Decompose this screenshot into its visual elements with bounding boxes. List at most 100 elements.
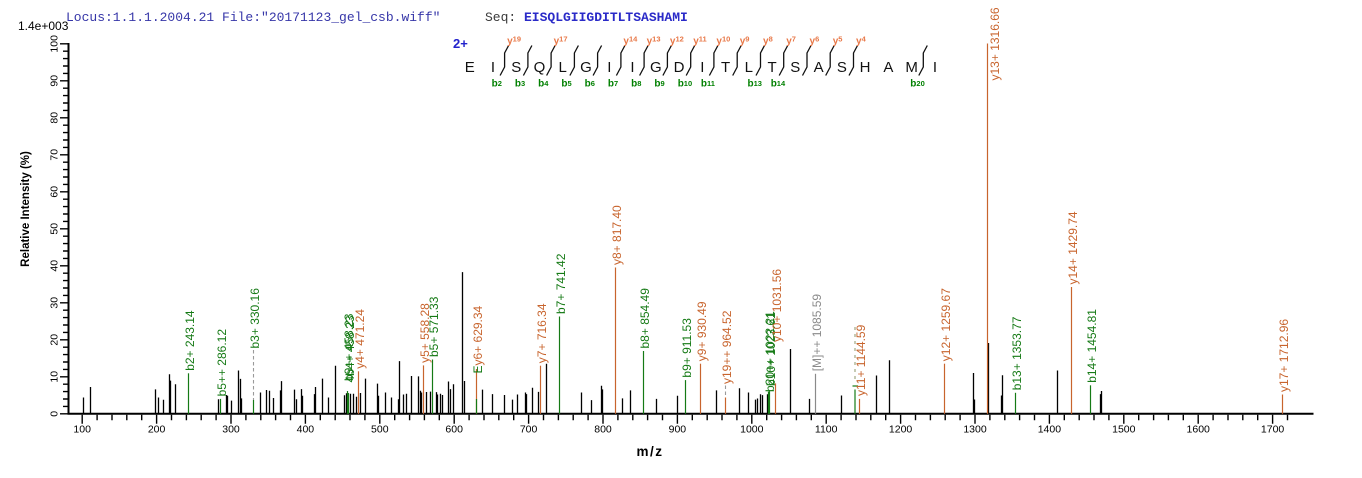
svg-text:I: I xyxy=(700,59,704,76)
svg-text:b5+ 571.33: b5+ 571.33 xyxy=(427,296,441,357)
svg-text:b4: b4 xyxy=(538,79,549,90)
svg-text:L: L xyxy=(745,59,753,76)
svg-text:E: E xyxy=(471,365,485,373)
svg-text:b9+ 911.53: b9+ 911.53 xyxy=(680,318,694,378)
svg-text:y9+ 930.49: y9+ 930.49 xyxy=(695,301,709,361)
svg-text:S: S xyxy=(790,59,800,76)
svg-text:y10+ 1031.56: y10+ 1031.56 xyxy=(770,269,784,342)
svg-text:30: 30 xyxy=(49,297,61,309)
svg-text:A: A xyxy=(883,59,893,76)
svg-text:b11: b11 xyxy=(701,79,715,90)
svg-text:[M]++ 1085.59: [M]++ 1085.59 xyxy=(810,294,824,372)
svg-text:1100: 1100 xyxy=(815,424,838,436)
svg-text:A: A xyxy=(814,59,824,76)
svg-text:b14+ 1454.81: b14+ 1454.81 xyxy=(1085,309,1099,383)
svg-text:b20: b20 xyxy=(910,79,924,90)
svg-text:300: 300 xyxy=(222,424,240,436)
svg-text:H: H xyxy=(860,59,871,76)
svg-text:700: 700 xyxy=(520,424,538,436)
svg-text:100: 100 xyxy=(73,424,91,436)
svg-text:100: 100 xyxy=(49,35,61,53)
svg-text:200: 200 xyxy=(148,424,166,436)
svg-text:b7: b7 xyxy=(608,79,618,90)
svg-text:Relative Intensity (%): Relative Intensity (%) xyxy=(20,151,32,267)
svg-text:1200: 1200 xyxy=(889,424,913,436)
svg-text:L: L xyxy=(559,59,567,76)
svg-text:40: 40 xyxy=(49,260,61,272)
svg-text:I: I xyxy=(491,59,495,76)
svg-text:4b4+ 458 23: 4b4+ 458 23 xyxy=(343,315,357,382)
svg-text:T: T xyxy=(768,59,777,76)
svg-text:1600: 1600 xyxy=(1187,424,1211,436)
svg-text:y13+ 1316.66: y13+ 1316.66 xyxy=(988,7,1002,80)
svg-text:70: 70 xyxy=(49,149,61,161)
svg-text:y11+ 1144.59: y11+ 1144.59 xyxy=(854,324,868,396)
svg-text:b6: b6 xyxy=(585,79,595,90)
svg-text:b8: b8 xyxy=(631,79,641,90)
svg-text:1700: 1700 xyxy=(1261,424,1285,436)
svg-text:600: 600 xyxy=(445,424,463,436)
svg-text:b9: b9 xyxy=(654,79,664,90)
svg-text:m/z: m/z xyxy=(636,444,663,459)
svg-text:I: I xyxy=(933,59,937,76)
svg-text:S: S xyxy=(837,59,847,76)
svg-text:y5: y5 xyxy=(833,35,843,48)
svg-text:90: 90 xyxy=(49,75,61,87)
svg-text:b9++ 458.23: b9++ 458.23 xyxy=(342,313,356,381)
svg-text:900: 900 xyxy=(669,424,687,436)
svg-text:I: I xyxy=(607,59,611,76)
svg-text:G: G xyxy=(580,59,592,76)
svg-text:Q: Q xyxy=(534,59,546,76)
svg-text:b14: b14 xyxy=(771,79,786,90)
svg-text:500: 500 xyxy=(371,424,389,436)
svg-text:y17+ 1712.96: y17+ 1712.96 xyxy=(1277,319,1291,392)
svg-text:80: 80 xyxy=(49,112,61,124)
svg-text:50: 50 xyxy=(49,223,61,235)
svg-text:b20++ 1022.21: b20++ 1022.21 xyxy=(763,311,777,392)
svg-text:1400: 1400 xyxy=(1038,424,1062,436)
svg-text:y19++ 964.52: y19++ 964.52 xyxy=(720,310,734,384)
svg-text:1300: 1300 xyxy=(963,424,987,436)
svg-text:10: 10 xyxy=(49,371,61,383)
svg-text:b13+ 1353.77: b13+ 1353.77 xyxy=(1010,316,1024,390)
svg-text:y12+ 1259.67: y12+ 1259.67 xyxy=(939,288,953,361)
svg-text:G: G xyxy=(650,59,662,76)
svg-text:T: T xyxy=(721,59,730,76)
svg-text:EISQLGIIGDITLTSASHAMI: EISQLGIIGDITLTSASHAMI xyxy=(524,10,688,25)
svg-text:b10+ 1023.61: b10+ 1023.61 xyxy=(764,312,778,386)
svg-text:y4+ 471.24: y4+ 471.24 xyxy=(353,309,367,369)
svg-text:1000: 1000 xyxy=(740,424,764,436)
svg-text:D: D xyxy=(674,59,685,76)
svg-text:b8+ 854.49: b8+ 854.49 xyxy=(638,288,652,349)
svg-text:y4: y4 xyxy=(856,35,867,48)
svg-text:y5+ 558.28: y5+ 558.28 xyxy=(418,303,432,363)
svg-text:b3+ 330.16: b3+ 330.16 xyxy=(248,288,262,349)
svg-text:b2+ 243.14: b2+ 243.14 xyxy=(183,310,197,371)
svg-text:y9: y9 xyxy=(740,35,750,48)
svg-text:b5++ 286.12: b5++ 286.12 xyxy=(215,329,229,397)
svg-text:y6+ 629.34: y6+ 629.34 xyxy=(471,305,485,365)
svg-text:2+: 2+ xyxy=(453,36,468,51)
svg-text:S: S xyxy=(511,59,521,76)
svg-text:20: 20 xyxy=(49,334,61,346)
svg-text:b5: b5 xyxy=(561,79,571,90)
svg-text:0: 0 xyxy=(49,411,61,417)
svg-text:Seq:: Seq: xyxy=(485,10,516,25)
svg-text:b13: b13 xyxy=(748,79,762,90)
svg-text:y7: y7 xyxy=(786,35,796,48)
svg-text:I: I xyxy=(630,59,634,76)
svg-text:y6: y6 xyxy=(810,35,820,48)
svg-text:Locus:1.1.1.2004.21 File:"2017: Locus:1.1.1.2004.21 File:"20171123_gel_c… xyxy=(66,10,440,25)
svg-text:b7+ 741.42: b7+ 741.42 xyxy=(554,253,568,314)
svg-text:y14+ 1429.74: y14+ 1429.74 xyxy=(1066,211,1080,284)
svg-text:E: E xyxy=(465,59,475,76)
svg-text:1.4e+003: 1.4e+003 xyxy=(18,19,69,33)
svg-text:y8+ 817.40: y8+ 817.40 xyxy=(610,205,624,265)
svg-text:M: M xyxy=(905,59,918,76)
svg-text:400: 400 xyxy=(297,424,315,436)
svg-text:y7+ 716.34: y7+ 716.34 xyxy=(535,303,549,363)
svg-text:b10: b10 xyxy=(678,79,692,90)
svg-text:y8: y8 xyxy=(763,35,773,48)
svg-text:b2: b2 xyxy=(492,79,502,90)
svg-text:1500: 1500 xyxy=(1112,424,1136,436)
